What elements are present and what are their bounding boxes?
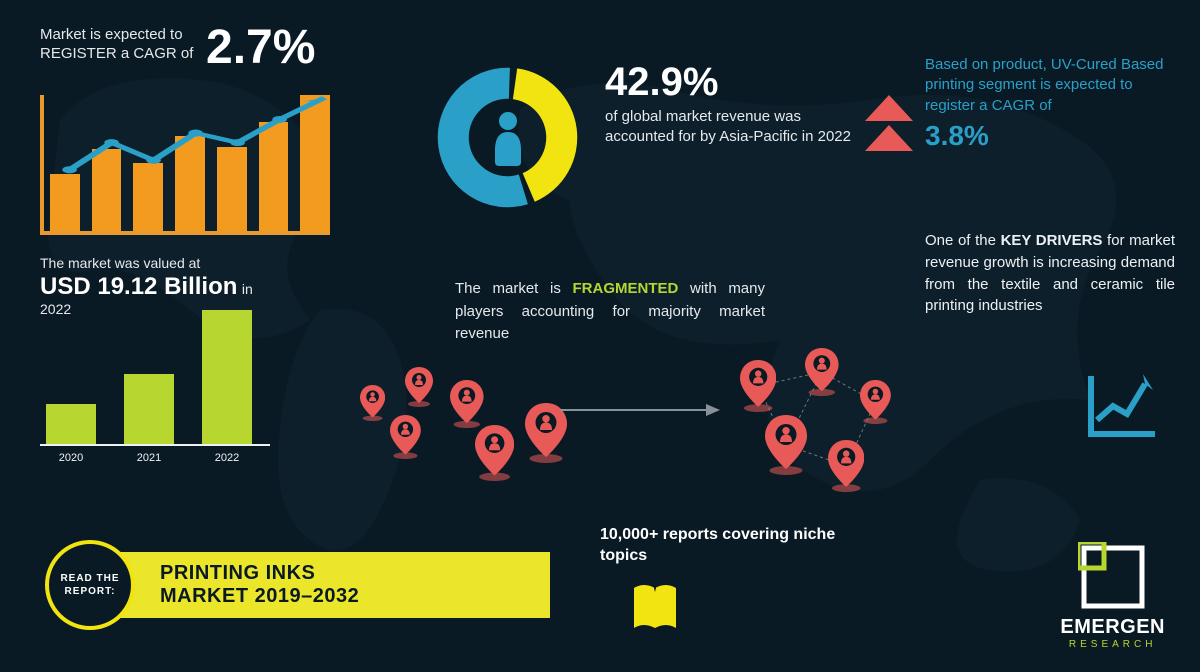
logo-mark	[1078, 542, 1148, 612]
valuation-bar-chart: 202020212022	[40, 310, 270, 460]
kd-bold: KEY DRIVERS	[1001, 232, 1103, 249]
report-title-line2: MARKET 2019–2032	[160, 585, 359, 608]
chart-x-axis	[40, 231, 330, 235]
valuation-bar	[46, 404, 96, 444]
cagr-value: 2.7%	[206, 20, 315, 75]
emergen-research-logo: EMERGEN RESEARCH	[1060, 542, 1165, 650]
uv-cured-cagr: Based on product, UV-Cured Based printin…	[925, 55, 1175, 152]
flow-arrow-icon	[560, 400, 720, 420]
cagr-headline: Market is expected to REGISTER a CAGR of…	[40, 20, 380, 75]
valuation-bar-label: 2022	[202, 452, 252, 464]
map-pins-target	[710, 340, 910, 490]
read-report-circle: READ THE REPORT:	[45, 540, 135, 630]
map-pin-icon	[405, 367, 433, 412]
cagr-lead-text: Market is expected to REGISTER a CAGR of	[40, 20, 200, 64]
map-pin-icon	[390, 415, 421, 464]
revenue-share-value: 42.9%	[605, 60, 855, 105]
chart-y-axis	[40, 95, 44, 235]
map-pin-icon	[765, 415, 807, 480]
fragmented-block: The market is FRAGMENTED with many playe…	[455, 278, 765, 346]
growth-line-icon	[1085, 370, 1160, 440]
valuation-value: USD 19.12 Billion	[40, 273, 237, 300]
read-report-label: READ THE REPORT:	[59, 572, 121, 598]
uv-cured-text: Based on product, UV-Cured Based printin…	[925, 55, 1175, 116]
valuation-bar-label: 2020	[46, 452, 96, 464]
map-pin-icon	[860, 380, 891, 429]
logo-brand: EMERGEN	[1060, 616, 1165, 639]
valuation-lead: The market was valued at	[40, 255, 200, 271]
read-report-banner[interactable]: PRINTING INKS MARKET 2019–2032 READ THE …	[70, 540, 550, 630]
reports-count-block: 10,000+ reports covering niche topics	[600, 525, 840, 567]
report-title-line1: PRINTING INKS	[160, 562, 315, 584]
report-title-box: PRINTING INKS MARKET 2019–2032	[110, 552, 550, 618]
asia-pacific-share: 42.9% of global market revenue was accou…	[605, 60, 855, 148]
logo-sub: RESEARCH	[1060, 639, 1165, 650]
asia-pacific-donut	[430, 60, 585, 215]
key-drivers-text: One of the KEY DRIVERS for market revenu…	[925, 230, 1175, 317]
map-pin-icon	[475, 425, 514, 486]
green-chart-axis	[40, 444, 270, 446]
book-icon	[630, 578, 680, 633]
map-pin-icon	[828, 440, 864, 497]
frag-pre: The market is	[455, 280, 573, 297]
key-drivers-block: One of the KEY DRIVERS for market revenu…	[925, 230, 1175, 317]
map-pins-source	[350, 355, 580, 475]
double-up-arrow-icon	[865, 95, 913, 153]
valuation-bar	[202, 310, 252, 444]
chart-trend-line	[50, 95, 330, 231]
reports-count-text: 10,000+ reports covering niche topics	[600, 525, 840, 567]
kd-pre: One of the	[925, 232, 1001, 249]
valuation-bar	[124, 374, 174, 444]
cagr-bar-chart	[40, 95, 330, 235]
fragmented-text: The market is FRAGMENTED with many playe…	[455, 278, 765, 346]
valuation-bar-label: 2021	[124, 452, 174, 464]
map-pin-icon	[740, 360, 776, 417]
map-pin-icon	[805, 348, 839, 401]
revenue-share-text: of global market revenue was accounted f…	[605, 107, 855, 148]
person-icon	[488, 110, 528, 166]
map-pin-icon	[360, 385, 385, 426]
frag-highlight: FRAGMENTED	[573, 280, 679, 297]
uv-cured-value: 3.8%	[925, 120, 1175, 152]
